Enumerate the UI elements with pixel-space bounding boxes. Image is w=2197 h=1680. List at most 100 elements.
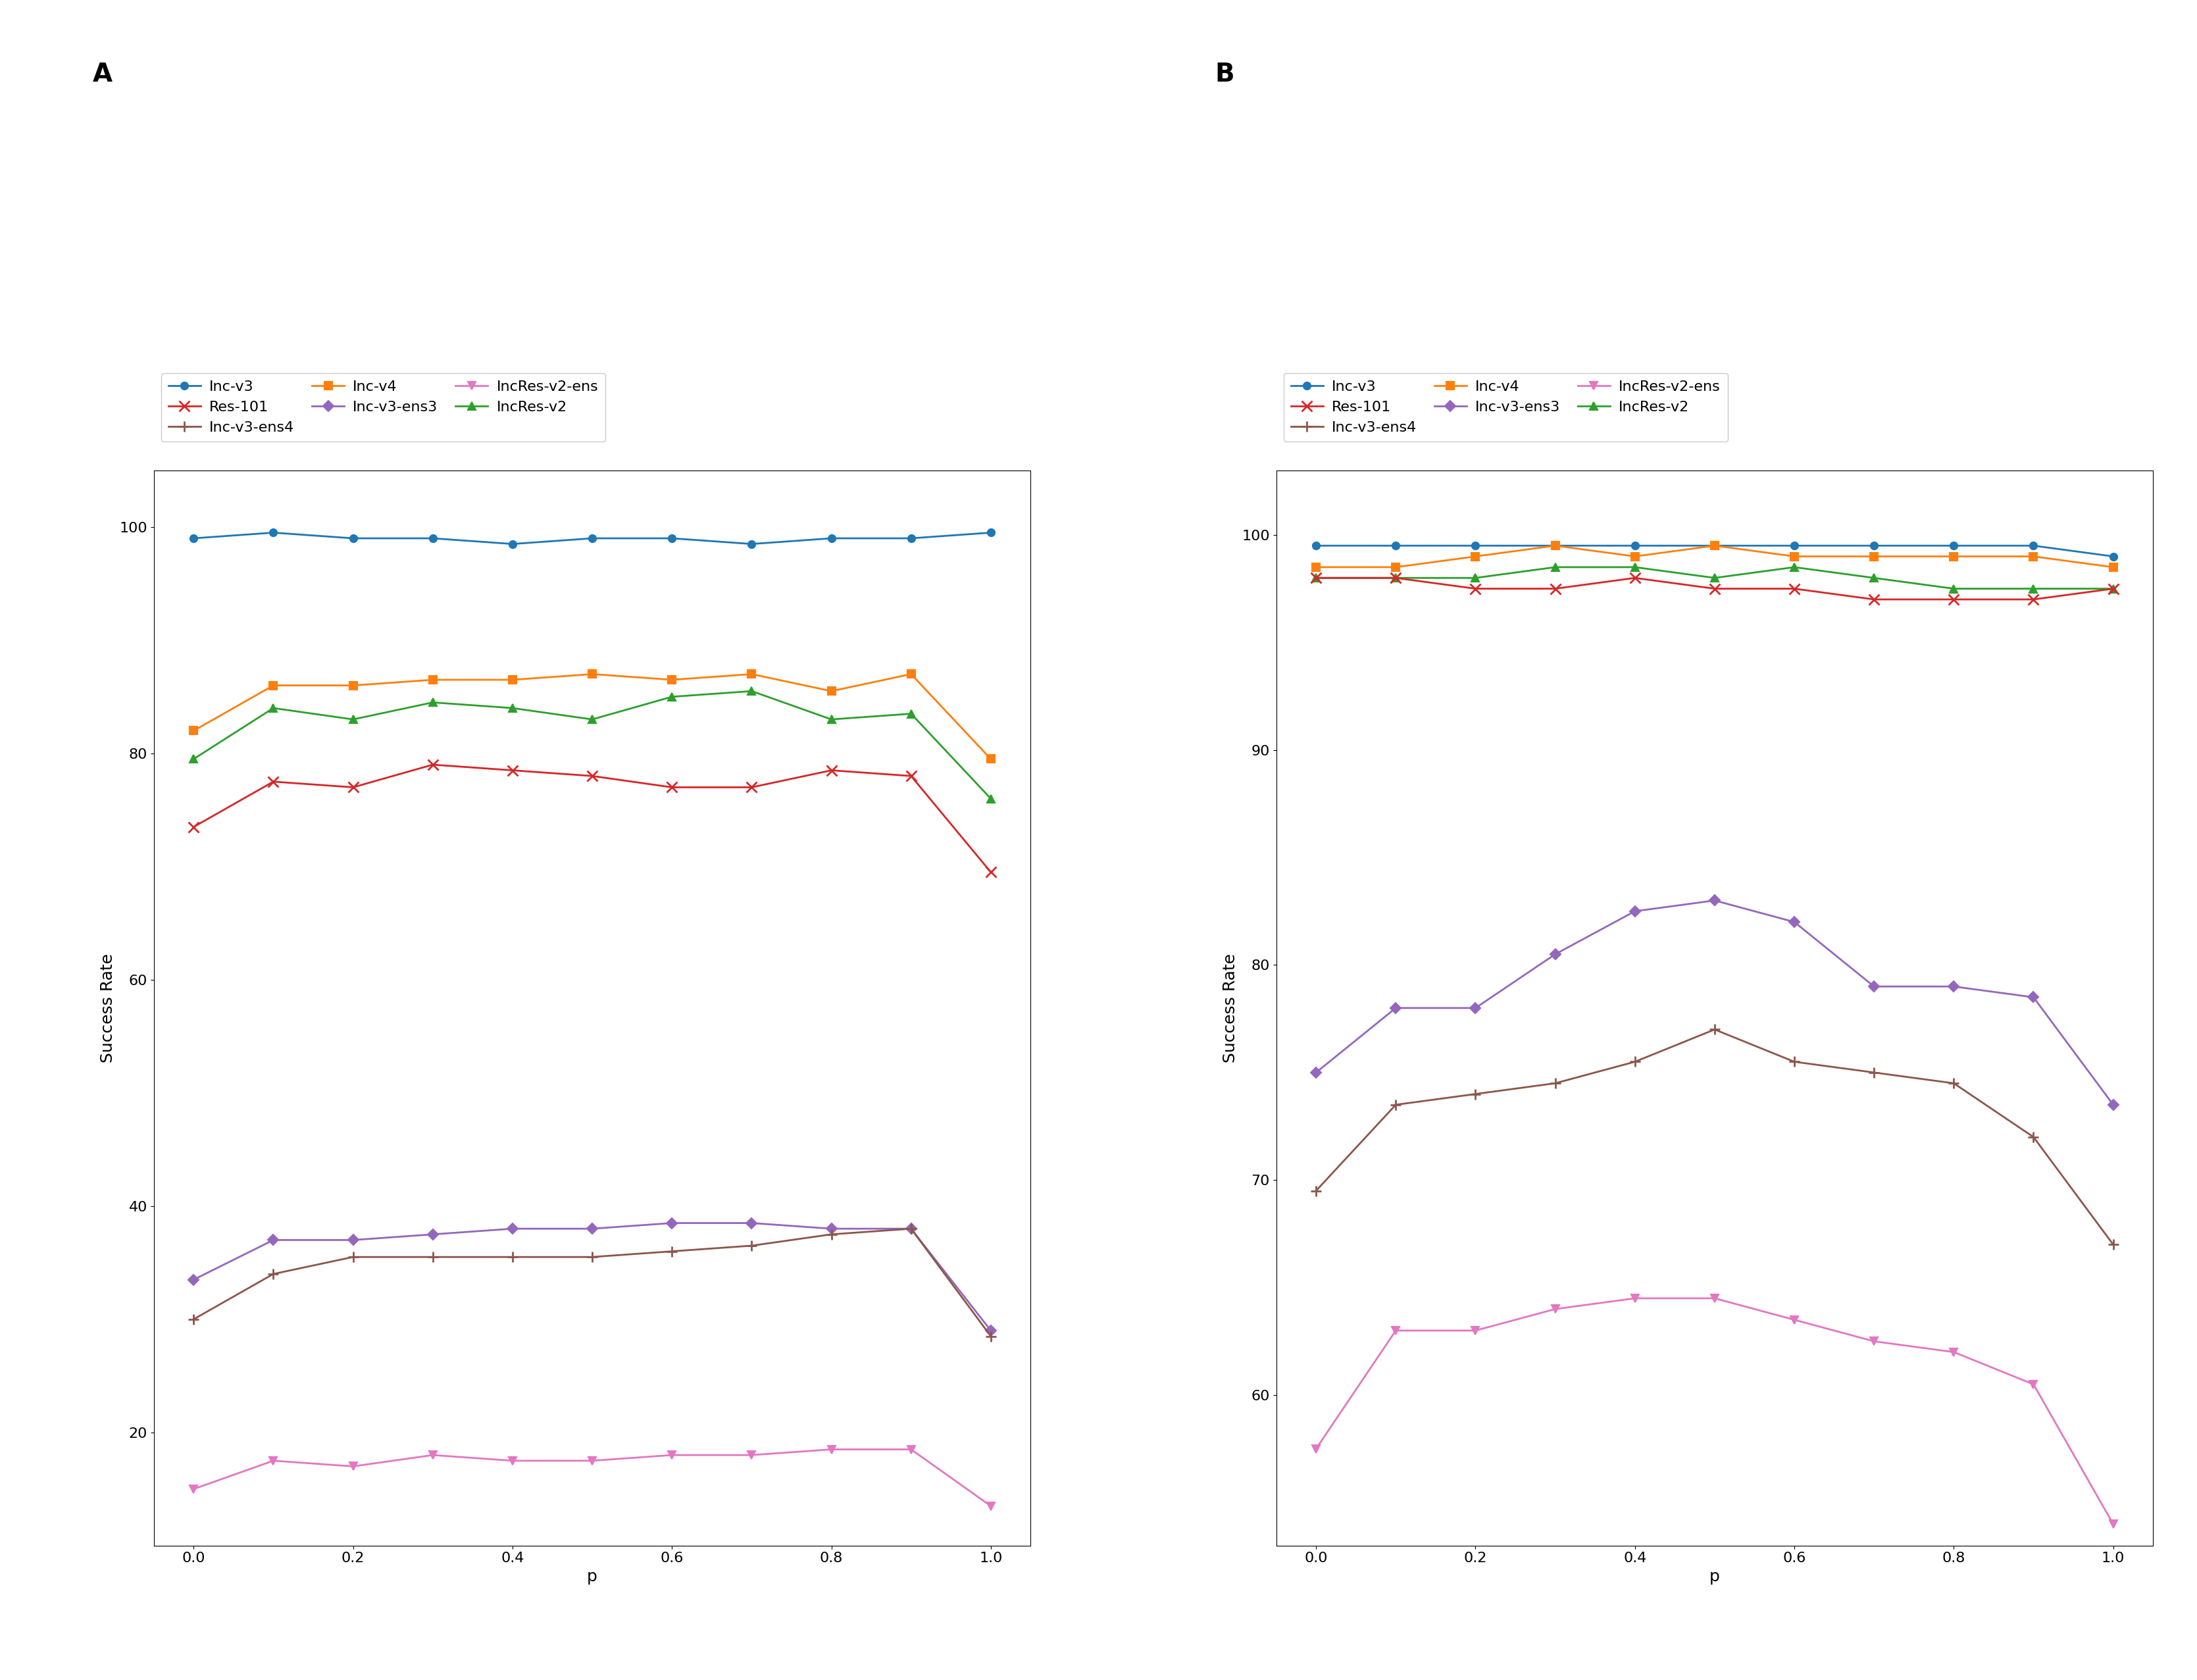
Inc-v3-ens4 (1782, 1052, 1808, 1072)
IncRes-v2 (1382, 568, 1408, 588)
Res-101 (499, 761, 525, 781)
Inc-v3 (1940, 536, 1966, 556)
X-axis label: p: p (1709, 1569, 1720, 1584)
IncRes-v2-ens (2100, 1514, 2127, 1534)
Res-101 (259, 771, 286, 791)
Res-101 (1542, 578, 1569, 598)
Inc-v3-ens4 (499, 1247, 525, 1267)
Inc-v3-ens4 (341, 1247, 367, 1267)
Inc-v3-ens3 (978, 1320, 1004, 1341)
Res-101 (2021, 590, 2048, 610)
IncRes-v2 (1861, 568, 1887, 588)
Inc-v4 (180, 721, 207, 741)
IncRes-v2-ens (499, 1450, 525, 1470)
Inc-v3-ens4 (1382, 1095, 1408, 1116)
Line: Inc-v4: Inc-v4 (1312, 543, 2118, 571)
Inc-v4 (499, 670, 525, 690)
Inc-v3 (1382, 536, 1408, 556)
Inc-v4 (420, 670, 446, 690)
Inc-v4 (2100, 558, 2127, 578)
Inc-v4 (1463, 546, 1490, 566)
Inc-v3-ens3 (1700, 890, 1727, 911)
IncRes-v2 (341, 709, 367, 729)
Inc-v3-ens3 (817, 1218, 844, 1238)
Inc-v4 (738, 664, 765, 684)
Inc-v3-ens4 (978, 1326, 1004, 1346)
Inc-v4 (259, 675, 286, 696)
Inc-v3-ens4 (420, 1247, 446, 1267)
Line: Res-101: Res-101 (1312, 573, 2118, 605)
Inc-v3-ens3 (899, 1218, 925, 1238)
Inc-v4 (1621, 546, 1648, 566)
Y-axis label: Success Rate: Success Rate (1222, 953, 1239, 1063)
Inc-v3 (1861, 536, 1887, 556)
Inc-v3 (1700, 536, 1727, 556)
Inc-v3-ens4 (1463, 1084, 1490, 1104)
Inc-v3-ens4 (1700, 1020, 1727, 1040)
Text: B: B (1215, 62, 1235, 87)
IncRes-v2-ens (1782, 1310, 1808, 1331)
Res-101 (1940, 590, 1966, 610)
Inc-v3-ens4 (1621, 1052, 1648, 1072)
IncRes-v2 (420, 692, 446, 712)
Line: Inc-v3-ens3: Inc-v3-ens3 (1312, 897, 2118, 1109)
Inc-v3-ens4 (2100, 1235, 2127, 1255)
Res-101 (1861, 590, 1887, 610)
IncRes-v2-ens (2021, 1374, 2048, 1394)
Inc-v3-ens4 (2021, 1127, 2048, 1147)
Inc-v3-ens3 (1861, 976, 1887, 996)
Inc-v3-ens3 (499, 1218, 525, 1238)
Inc-v3-ens3 (1382, 998, 1408, 1018)
Inc-v3 (1542, 536, 1569, 556)
Inc-v3-ens4 (1940, 1074, 1966, 1094)
Line: IncRes-v2: IncRes-v2 (189, 687, 995, 803)
IncRes-v2-ens (420, 1445, 446, 1465)
IncRes-v2 (1542, 558, 1569, 578)
Line: IncRes-v2-ens: IncRes-v2-ens (189, 1446, 995, 1510)
Inc-v3-ens4 (659, 1242, 685, 1262)
IncRes-v2 (2100, 578, 2127, 598)
IncRes-v2-ens (1700, 1289, 1727, 1309)
Text: A: A (92, 62, 112, 87)
Line: Inc-v3: Inc-v3 (189, 529, 995, 548)
Inc-v3 (499, 534, 525, 554)
Res-101 (899, 766, 925, 786)
IncRes-v2-ens (1861, 1331, 1887, 1351)
Res-101 (1382, 568, 1408, 588)
Inc-v3 (2100, 546, 2127, 566)
Inc-v3-ens3 (1782, 912, 1808, 932)
Inc-v3-ens3 (738, 1213, 765, 1233)
Line: Inc-v3-ens4: Inc-v3-ens4 (1312, 1025, 2118, 1250)
Inc-v3-ens3 (2021, 988, 2048, 1008)
Inc-v4 (1700, 536, 1727, 556)
Inc-v3-ens3 (1303, 1062, 1329, 1082)
Inc-v3 (1463, 536, 1490, 556)
Line: Inc-v3-ens4: Inc-v3-ens4 (189, 1223, 995, 1342)
Inc-v3 (580, 528, 606, 548)
Res-101 (180, 816, 207, 837)
Inc-v4 (1940, 546, 1966, 566)
Inc-v3 (420, 528, 446, 548)
Inc-v4 (341, 675, 367, 696)
Inc-v4 (1303, 558, 1329, 578)
IncRes-v2-ens (659, 1445, 685, 1465)
Inc-v4 (978, 749, 1004, 769)
Inc-v3-ens3 (1940, 976, 1966, 996)
Inc-v3-ens3 (580, 1218, 606, 1238)
IncRes-v2-ens (580, 1450, 606, 1470)
IncRes-v2-ens (1382, 1320, 1408, 1341)
Inc-v4 (1782, 546, 1808, 566)
IncRes-v2 (1782, 558, 1808, 578)
Inc-v3 (1782, 536, 1808, 556)
IncRes-v2-ens (738, 1445, 765, 1465)
Legend: Inc-v3, Res-101, Inc-v3-ens4, Inc-v4, Inc-v3-ens3, IncRes-v2-ens, IncRes-v2: Inc-v3, Res-101, Inc-v3-ens4, Inc-v4, In… (160, 373, 606, 442)
Inc-v3 (659, 528, 685, 548)
Y-axis label: Success Rate: Success Rate (99, 953, 116, 1063)
Inc-v3-ens4 (817, 1225, 844, 1245)
IncRes-v2 (1621, 558, 1648, 578)
Inc-v4 (1382, 558, 1408, 578)
IncRes-v2 (1700, 568, 1727, 588)
IncRes-v2-ens (899, 1440, 925, 1460)
Res-101 (580, 766, 606, 786)
Inc-v3-ens3 (420, 1225, 446, 1245)
